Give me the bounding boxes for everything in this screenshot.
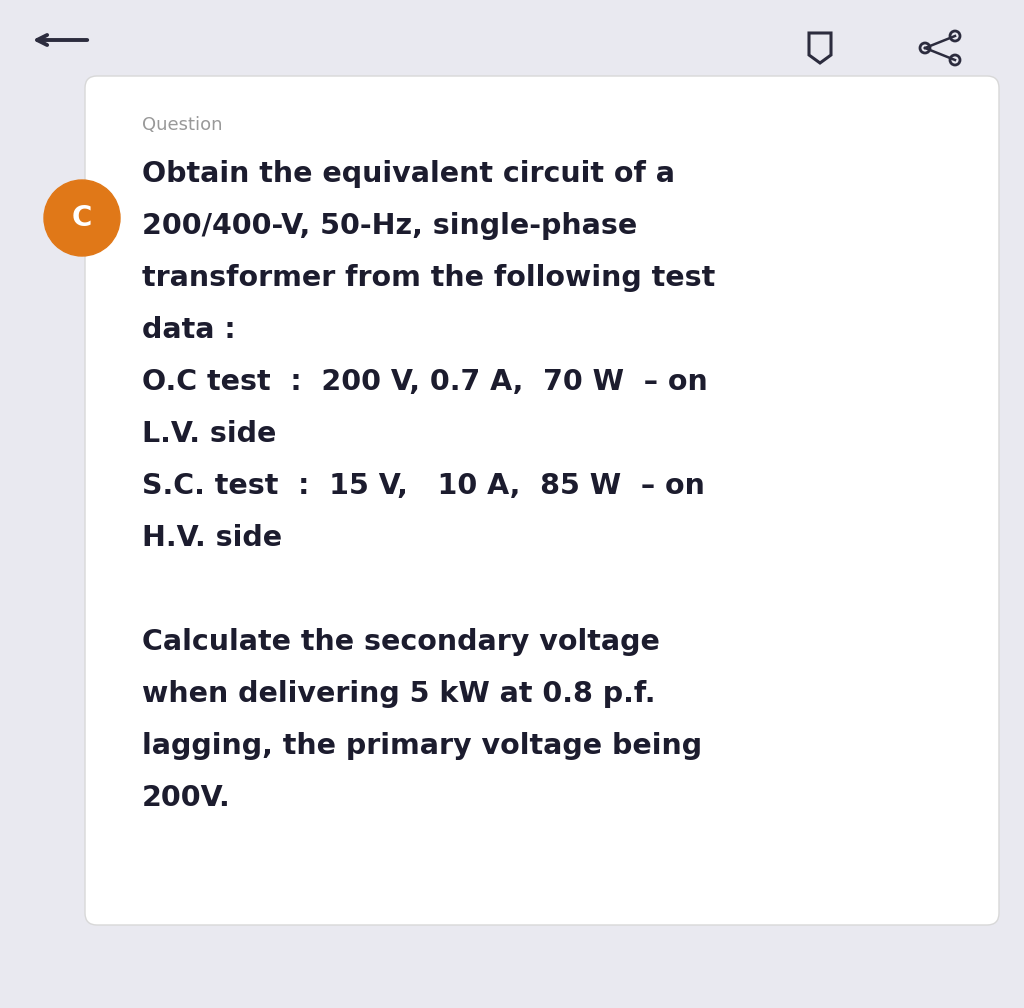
Text: Calculate the secondary voltage: Calculate the secondary voltage: [142, 628, 659, 656]
Text: 200V.: 200V.: [142, 784, 230, 812]
Text: S.C. test  :  15 V,   10 A,  85 W  – on: S.C. test : 15 V, 10 A, 85 W – on: [142, 472, 705, 500]
Text: O.C test  :  200 V, 0.7 A,  70 W  – on: O.C test : 200 V, 0.7 A, 70 W – on: [142, 368, 708, 396]
Text: C: C: [72, 204, 92, 232]
Text: H.V. side: H.V. side: [142, 524, 283, 552]
Text: L.V. side: L.V. side: [142, 420, 276, 448]
Text: Obtain the equivalent circuit of a: Obtain the equivalent circuit of a: [142, 160, 675, 188]
Circle shape: [44, 180, 120, 256]
Text: Question: Question: [142, 116, 222, 134]
Text: when delivering 5 kW at 0.8 p.f.: when delivering 5 kW at 0.8 p.f.: [142, 680, 655, 708]
Text: 200/400-V, 50-Hz, single-phase: 200/400-V, 50-Hz, single-phase: [142, 212, 637, 240]
FancyBboxPatch shape: [85, 76, 999, 925]
Text: transformer from the following test: transformer from the following test: [142, 264, 715, 292]
Text: lagging, the primary voltage being: lagging, the primary voltage being: [142, 732, 702, 760]
Text: data :: data :: [142, 316, 236, 344]
